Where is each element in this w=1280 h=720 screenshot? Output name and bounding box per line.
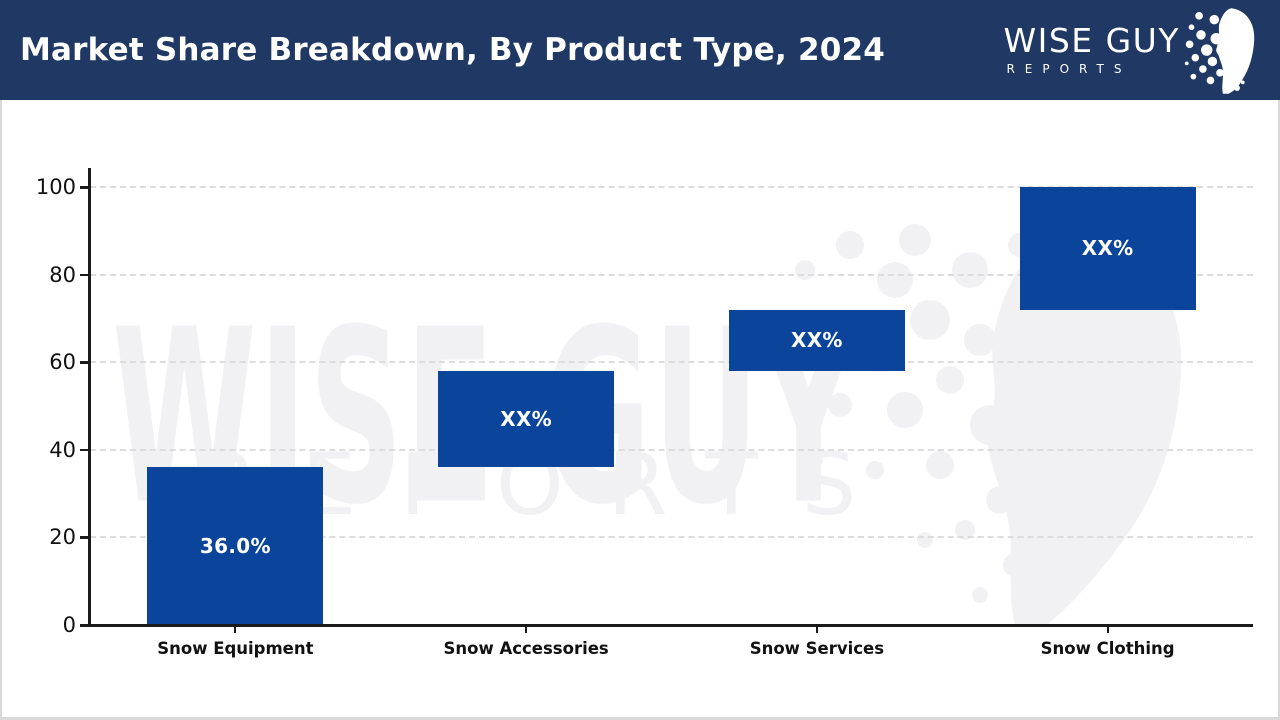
x-tick-mark-1: [525, 626, 528, 633]
wiseguy-logo-line1: WISE GUY: [1003, 21, 1180, 60]
gridline-80: [90, 273, 1253, 276]
gridline-40: [90, 448, 1253, 451]
y-tick-label-100: 100: [35, 175, 76, 199]
y-tick-mark-100: [80, 186, 90, 189]
x-axis-line: [88, 624, 1253, 627]
bar-2: XX%: [728, 309, 905, 371]
bar-value-label-0: 36.0%: [199, 534, 271, 559]
y-tick-label-80: 80: [49, 262, 76, 287]
category-label-1: Snow Accessories: [443, 639, 609, 658]
y-tick-mark-80: [80, 273, 90, 277]
bar-3: XX%: [1019, 187, 1196, 310]
x-tick-mark-3: [1106, 626, 1109, 633]
bar-1: XX%: [438, 370, 615, 468]
bar-0: 36.0%: [147, 467, 324, 625]
bar-value-label-1: XX%: [500, 407, 553, 432]
bar-value-label-2: XX%: [790, 328, 843, 353]
category-label-3: Snow Clothing: [1040, 639, 1175, 658]
bar-value-label-3: XX%: [1081, 236, 1134, 261]
wiseguy-logo: WISE GUY REPORTS: [1003, 3, 1258, 97]
page-title: Market Share Breakdown, By Product Type,…: [20, 32, 886, 68]
wiseguy-logo-line2: REPORTS: [1006, 62, 1132, 76]
gridline-60: [90, 361, 1253, 364]
y-tick-label-20: 20: [49, 525, 76, 550]
category-label-2: Snow Services: [749, 639, 885, 658]
y-tick-mark-0: [80, 624, 90, 627]
wiseguy-head-icon: [1184, 8, 1255, 94]
header-bar: Market Share Breakdown, By Product Type,…: [0, 0, 1280, 100]
chart-area: 0 20 40 60 80 100 36.0% Snow Equipment XX% Snow A…: [0, 100, 1280, 720]
x-tick-mark-2: [815, 626, 818, 633]
x-tick-mark-0: [234, 626, 237, 633]
y-tick-label-40: 40: [49, 437, 76, 462]
gridline-100: [90, 186, 1253, 188]
wiseguy-logo-text: WISE GUY REPORTS: [1003, 24, 1180, 76]
gridline-20: [90, 536, 1253, 539]
y-tick-label-0: 0: [62, 613, 76, 637]
y-tick-mark-20: [80, 536, 90, 539]
y-tick-mark-40: [80, 448, 90, 452]
category-label-0: Snow Equipment: [157, 639, 314, 658]
y-axis-line: [88, 168, 91, 627]
y-tick-mark-60: [80, 361, 90, 364]
y-tick-label-60: 60: [49, 350, 76, 375]
